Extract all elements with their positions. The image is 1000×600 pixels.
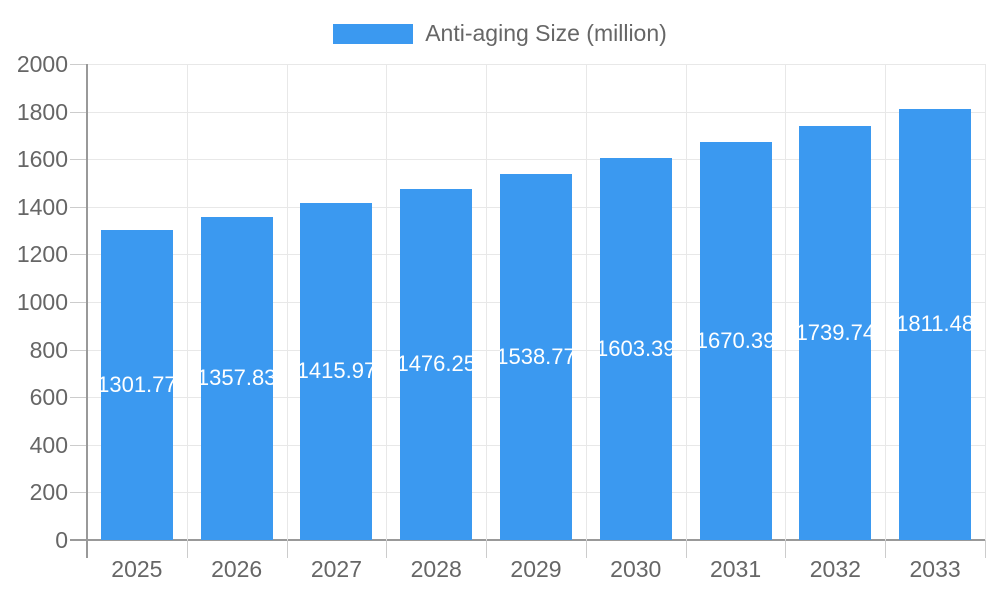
bar-2025[interactable]: 1301.77 <box>100 230 173 540</box>
y-axis-tick <box>70 206 87 208</box>
x-axis-tick <box>985 540 986 558</box>
gridline-vertical <box>585 64 587 540</box>
gridline-horizontal <box>87 111 985 113</box>
y-axis-tick <box>70 444 87 446</box>
gridline-vertical <box>885 64 887 540</box>
y-axis-tick-label: 1800 <box>16 98 68 125</box>
gridline-vertical <box>985 64 986 540</box>
y-axis-tick <box>70 64 87 65</box>
bar-value-label: 1476.25 <box>400 351 473 377</box>
y-axis-tick-label: 2000 <box>16 51 68 77</box>
y-axis-tick-label: 400 <box>29 431 68 458</box>
y-axis-tick-label: 1000 <box>16 289 68 315</box>
y-axis-tick-label: 200 <box>29 479 68 506</box>
gridline-vertical <box>785 64 787 540</box>
gridline-horizontal <box>87 64 985 65</box>
x-axis-tick <box>286 540 288 558</box>
x-axis-tick-label: 2030 <box>610 556 662 582</box>
y-axis-tick <box>70 302 87 303</box>
bar-2027[interactable]: 1415.97 <box>300 202 373 540</box>
x-axis-tick-label: 2029 <box>510 556 562 582</box>
y-axis-tick <box>70 159 87 161</box>
x-axis-tick-label: 2033 <box>909 556 961 582</box>
gridline-vertical <box>386 64 388 540</box>
bar-2029[interactable]: 1538.77 <box>500 173 572 540</box>
x-axis-tick <box>486 540 488 558</box>
gridline-vertical <box>486 64 488 540</box>
gridline-horizontal <box>87 159 985 161</box>
bar-value-label: 1415.97 <box>300 358 373 384</box>
bar-value-label: 1739.74 <box>799 319 872 345</box>
bar-2033[interactable]: 1811.48 <box>899 108 972 540</box>
x-axis-tick <box>785 540 787 558</box>
bar-2030[interactable]: 1603.39 <box>599 158 672 540</box>
y-axis-tick-label: 1400 <box>16 193 68 220</box>
gridline-vertical <box>685 64 687 540</box>
bar-value-label: 1538.77 <box>500 343 572 369</box>
x-axis-tick-label: 2025 <box>111 556 163 582</box>
bar-value-label: 1301.77 <box>100 372 173 398</box>
y-axis-tick <box>70 539 87 541</box>
x-axis-tick-label: 2031 <box>709 556 762 582</box>
y-axis-tick-label: 1600 <box>16 146 68 173</box>
bar-value-label: 1670.39 <box>699 328 772 354</box>
bar-value-label: 1357.83 <box>200 365 273 391</box>
x-axis-tick-label: 2026 <box>211 556 263 582</box>
legend-label: Anti-aging Size (million) <box>425 20 667 46</box>
x-axis-line <box>87 539 985 541</box>
x-axis-tick <box>386 540 388 558</box>
bar-2028[interactable]: 1476.25 <box>400 188 473 540</box>
x-axis-tick-label: 2032 <box>809 556 861 582</box>
bar-2031[interactable]: 1670.39 <box>699 142 772 540</box>
x-axis-tick <box>86 540 88 558</box>
y-axis-tick <box>70 492 87 494</box>
y-axis-tick-label: 800 <box>29 336 68 363</box>
x-axis-tick <box>585 540 587 558</box>
legend-item[interactable]: Anti-aging Size (million) <box>0 20 1000 47</box>
x-axis-tick-label: 2028 <box>410 556 462 582</box>
bar-2032[interactable]: 1739.74 <box>799 125 872 540</box>
y-axis-tick-label: 1200 <box>16 241 68 268</box>
x-axis-tick <box>685 540 687 558</box>
y-axis-tick-label: 600 <box>29 384 68 411</box>
y-axis-tick <box>70 349 87 351</box>
legend-swatch-icon <box>333 23 414 44</box>
bar-2026[interactable]: 1357.83 <box>200 216 273 540</box>
y-axis-tick-label: 0 <box>55 527 68 553</box>
bar-value-label: 1603.39 <box>599 336 672 362</box>
y-axis-line <box>86 64 88 540</box>
gridline-vertical <box>286 64 288 540</box>
bar-value-label: 1811.48 <box>899 311 972 337</box>
x-axis-tick <box>885 540 887 558</box>
y-axis-tick <box>70 254 87 256</box>
y-axis-tick <box>70 111 87 113</box>
y-axis-tick <box>70 397 87 399</box>
gridline-vertical <box>186 64 188 540</box>
x-axis-tick-label: 2027 <box>310 556 363 582</box>
x-axis-tick <box>186 540 188 558</box>
